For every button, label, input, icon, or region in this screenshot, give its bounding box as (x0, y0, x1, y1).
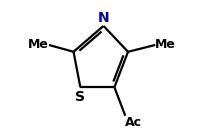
Text: S: S (75, 90, 85, 104)
Text: Ac: Ac (125, 116, 142, 129)
Text: Me: Me (28, 39, 49, 51)
Text: Me: Me (154, 39, 175, 51)
Text: N: N (97, 11, 109, 25)
